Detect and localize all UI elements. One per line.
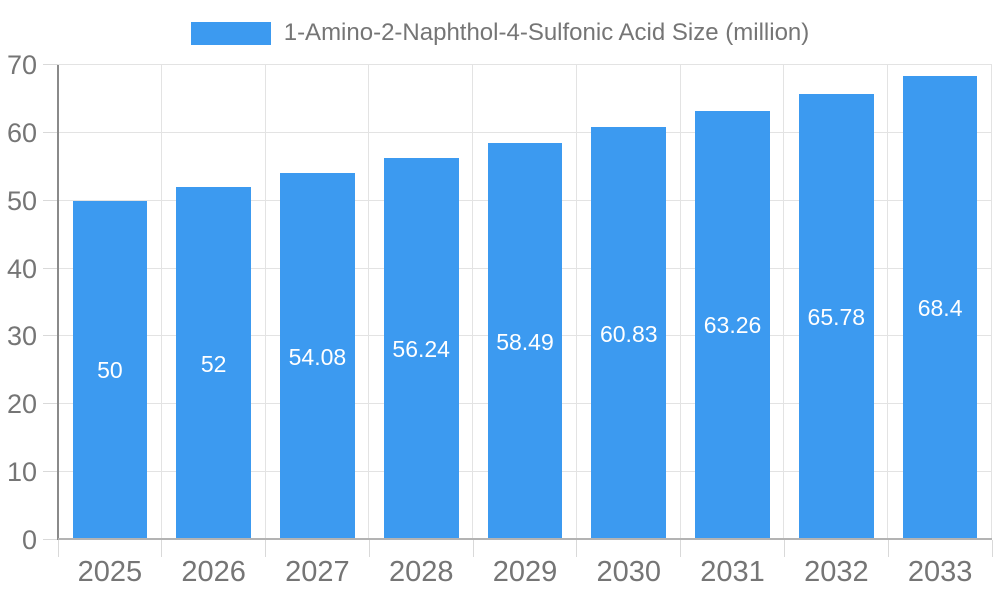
- y-tick-mark: [43, 539, 58, 540]
- y-axis-label: 50: [6, 185, 37, 216]
- gridline-vertical: [368, 65, 370, 540]
- y-axis-label: 70: [6, 50, 37, 80]
- y-tick-mark: [43, 471, 58, 473]
- bar-2033: [902, 75, 978, 540]
- x-axis-label: 2025: [77, 556, 143, 588]
- y-axis-line: [57, 65, 59, 540]
- gridline-vertical: [472, 65, 474, 540]
- y-tick-mark: [43, 335, 58, 337]
- x-tick-mark: [576, 540, 578, 557]
- gridline-horizontal: [58, 131, 992, 133]
- x-axis-label: 2026: [181, 556, 246, 588]
- y-tick-mark: [43, 131, 58, 133]
- x-axis-line: [58, 538, 992, 540]
- bar-value-label: 52: [200, 350, 227, 377]
- bar-2032: [798, 93, 874, 540]
- bar-value-label: 58.49: [496, 328, 554, 355]
- x-axis-label: 2027: [285, 556, 350, 588]
- gridline-vertical: [887, 65, 889, 540]
- x-axis-label: 2029: [492, 556, 558, 588]
- bar-value-label: 56.24: [392, 336, 450, 363]
- x-tick-mark: [161, 540, 163, 557]
- gridline-horizontal: [58, 64, 992, 65]
- y-tick-mark: [43, 267, 58, 269]
- y-axis-label: 30: [6, 321, 37, 352]
- y-axis-label: 0: [21, 525, 37, 555]
- y-axis-label: 20: [6, 389, 37, 420]
- legend-swatch: [190, 21, 271, 45]
- bar-value-label: 60.83: [599, 320, 658, 347]
- y-tick-mark: [43, 403, 58, 405]
- y-axis-label: 60: [6, 117, 37, 148]
- gridline-vertical: [991, 65, 992, 540]
- x-tick-mark: [368, 540, 370, 557]
- x-tick-mark: [680, 540, 682, 557]
- x-axis-label: 2031: [700, 556, 765, 588]
- x-tick-mark: [265, 540, 267, 557]
- bar-2028: [383, 158, 459, 540]
- gridline-vertical: [575, 65, 577, 540]
- gridline-vertical: [783, 65, 785, 540]
- gridline-vertical: [264, 65, 266, 540]
- x-tick-mark: [887, 540, 889, 557]
- y-axis-label: 10: [6, 457, 37, 488]
- bar-value-label: 63.26: [703, 312, 762, 339]
- bar-value-label: 65.78: [807, 303, 866, 330]
- x-axis-label: 2028: [388, 556, 454, 588]
- x-tick-mark: [472, 540, 474, 557]
- bar-2027: [280, 173, 355, 540]
- legend-label: 1-Amino-2-Naphthol-4-Sulfonic Acid Size …: [283, 19, 810, 46]
- y-tick-mark: [43, 64, 58, 65]
- x-axis-label: 2033: [907, 556, 973, 588]
- bar-2031: [695, 110, 770, 540]
- x-axis-label: 2030: [596, 556, 662, 588]
- gridline-vertical: [679, 65, 681, 540]
- bar-2030: [591, 127, 667, 540]
- x-axis-label: 2032: [804, 556, 869, 588]
- legend-item[interactable]: 1-Amino-2-Naphthol-4-Sulfonic Acid Size …: [0, 19, 1000, 47]
- x-tick-mark: [57, 540, 59, 557]
- y-axis-label: 40: [6, 253, 37, 284]
- bar-value-label: 54.08: [288, 343, 347, 370]
- bar-2025: [72, 200, 148, 540]
- x-tick-mark: [991, 540, 993, 557]
- bar-2029: [487, 143, 563, 540]
- plot-area: 50 52 54.08 56.24 58.49 60.83 63.26 65.78 68.4: [43, 64, 993, 557]
- bar-2026: [176, 187, 252, 540]
- bar-value-label: 50: [97, 357, 123, 384]
- y-tick-mark: [43, 199, 58, 201]
- gridline-vertical: [160, 65, 162, 540]
- bar-value-label: 68.4: [917, 294, 963, 321]
- x-tick-mark: [783, 540, 785, 557]
